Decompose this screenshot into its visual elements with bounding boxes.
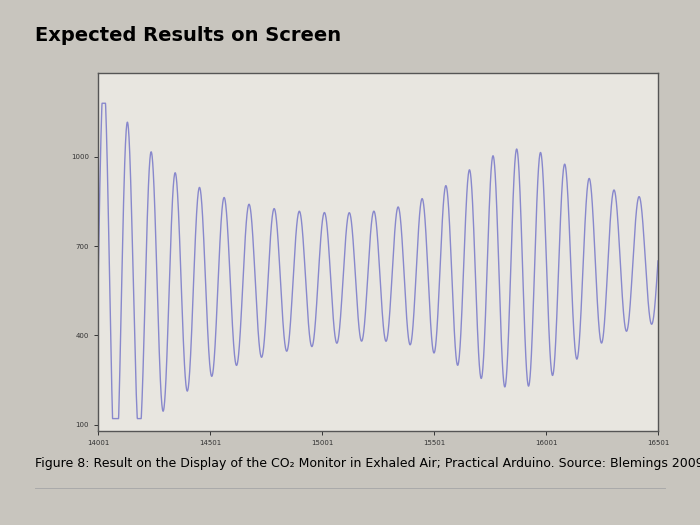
- Text: Figure 8: Result on the Display of the CO₂ Monitor in Exhaled Air; Practical Ard: Figure 8: Result on the Display of the C…: [35, 457, 700, 470]
- Text: Expected Results on Screen: Expected Results on Screen: [35, 26, 341, 45]
